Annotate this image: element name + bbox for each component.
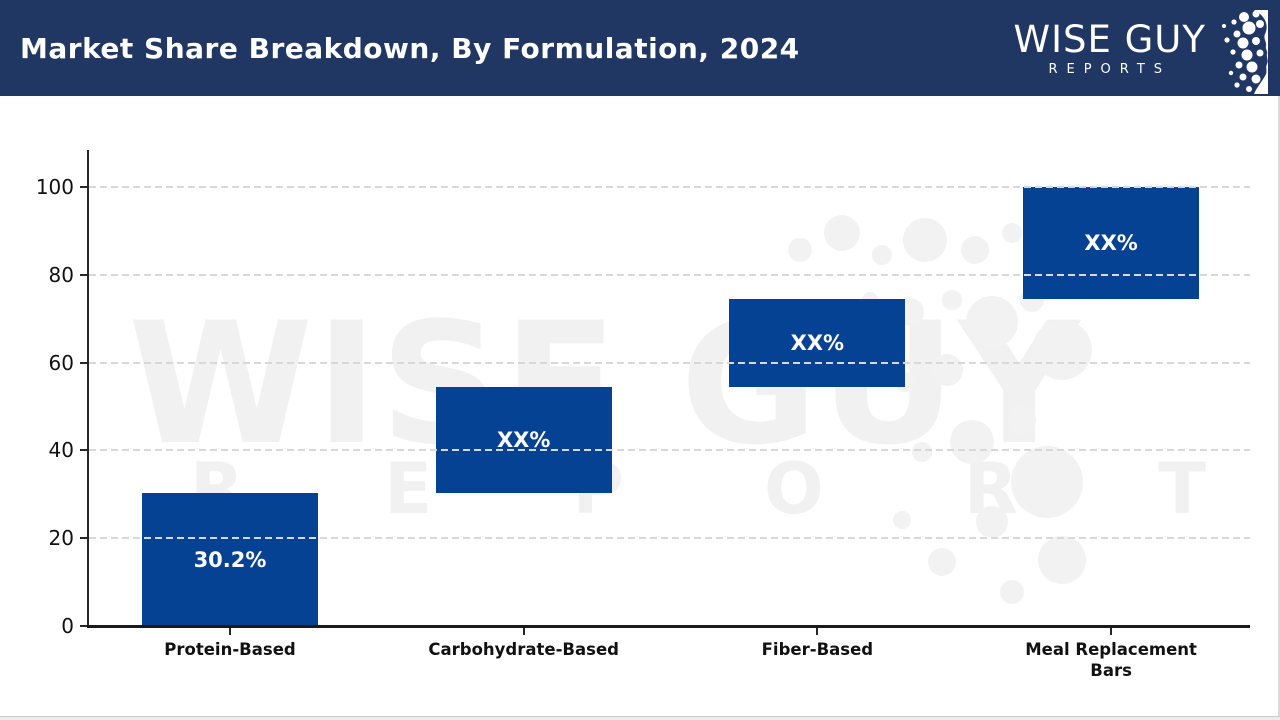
- bar-value-label: XX%: [496, 428, 551, 453]
- x-axis: [87, 625, 1250, 628]
- y-tick-label: 100: [35, 175, 74, 199]
- y-tick-label: 20: [48, 526, 74, 551]
- y-axis: [87, 150, 89, 626]
- y-axis-tick: [80, 273, 87, 276]
- y-tick-label: 80: [48, 262, 74, 287]
- brand-logo-text: WISE GUY REPORTS: [1013, 18, 1206, 78]
- plot-area: 0 20 40 60 80 100 30.2% Protein-Based XX% Carbohy…: [0, 96, 1278, 720]
- gridline: [89, 273, 1250, 276]
- x-category-label: Carbohydrate-Based: [428, 640, 619, 659]
- bar: [142, 493, 318, 626]
- x-axis-tick: [229, 628, 231, 635]
- y-tick-label: 40: [48, 438, 74, 463]
- chart-canvas: WISE GUY R E P O R T S 02040608010030.2%…: [0, 96, 1280, 720]
- x-axis-tick: [1110, 628, 1113, 635]
- brand-logo-name: WISE GUY: [1013, 18, 1206, 61]
- page-title: Market Share Breakdown, By Formulation, …: [20, 31, 800, 65]
- gridline: [89, 537, 1250, 540]
- brand-logo: WISE GUY REPORTS: [1008, 6, 1268, 94]
- face-profile-icon: [1222, 10, 1268, 94]
- x-category-label: Protein-Based: [164, 640, 296, 659]
- y-axis-tick: [80, 361, 87, 364]
- gridline: [89, 361, 1250, 364]
- bar: [435, 386, 612, 494]
- x-axis-tick: [816, 628, 819, 635]
- x-category-label: Fiber-Based: [761, 640, 874, 659]
- brand-logo-subtitle: REPORTS: [1048, 62, 1172, 77]
- bar-value-label: XX%: [790, 330, 845, 355]
- y-axis-tick: [80, 186, 87, 188]
- y-axis-tick: [80, 625, 87, 627]
- header-bar: Market Share Breakdown, By Formulation, …: [0, 0, 1280, 96]
- page-bottom-border: [0, 716, 1280, 720]
- y-axis-tick: [80, 449, 87, 452]
- y-tick-label: 60: [48, 350, 74, 375]
- x-category-label: Meal Replacement Bars: [1025, 640, 1197, 681]
- bar-value-label: XX%: [1084, 230, 1138, 255]
- y-axis-tick: [80, 537, 87, 540]
- gridline: [89, 186, 1250, 188]
- y-tick-label: 0: [61, 614, 74, 638]
- bar-value-label: 30.2%: [193, 547, 267, 572]
- gridline: [89, 449, 1250, 452]
- x-axis-tick: [522, 628, 525, 635]
